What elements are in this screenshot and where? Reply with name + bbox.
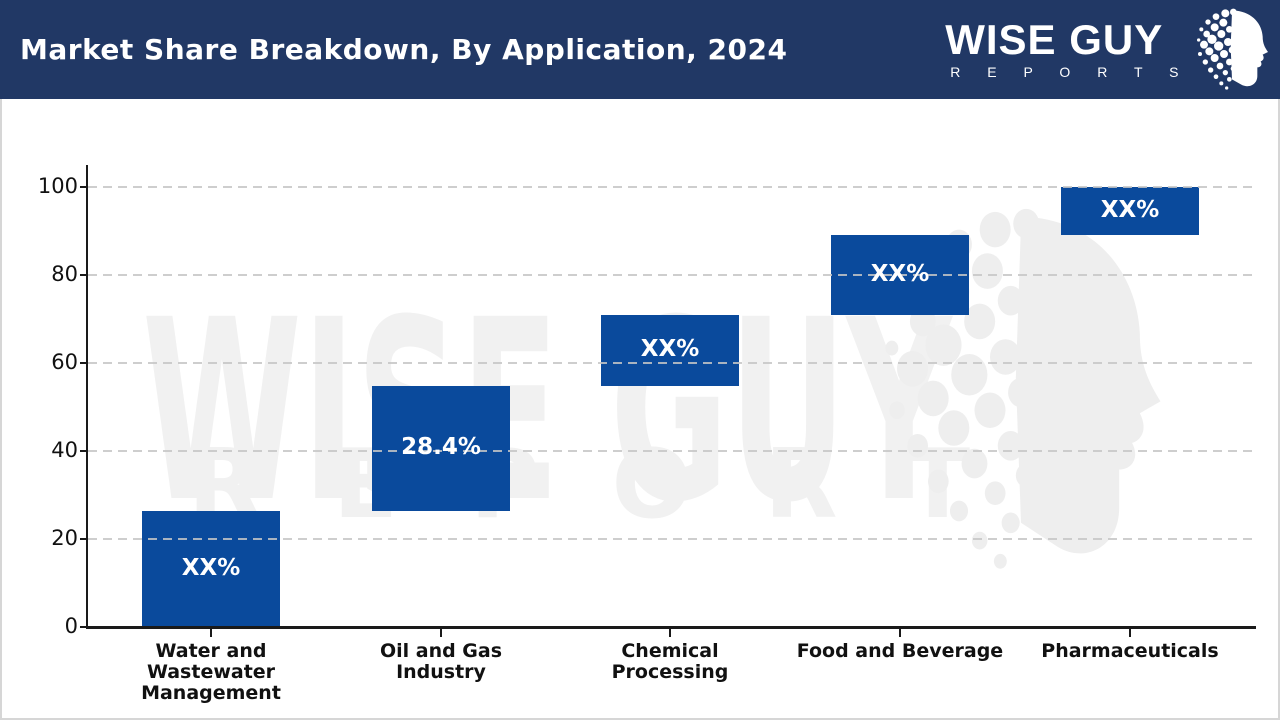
x-axis-spine — [86, 626, 1256, 629]
logo-face-icon — [1197, 8, 1268, 90]
x-tick-mark — [669, 629, 671, 637]
y-tick-label: 100 — [37, 174, 78, 198]
y-tick-label: 20 — [51, 526, 78, 550]
x-category-label-line: Chemical — [621, 640, 719, 662]
bar-label-3: XX% — [640, 336, 700, 363]
x-category-label-line: Processing — [611, 661, 729, 683]
x-category-label-line: Pharmaceuticals — [1041, 640, 1219, 662]
x-tick-mark — [1129, 629, 1131, 637]
logo-wordmark: WISE GUY — [945, 16, 1164, 63]
y-tick-mark — [80, 450, 88, 452]
y-tick-mark — [80, 538, 88, 540]
y-tick-mark — [80, 362, 88, 364]
bar-label-1: XX% — [181, 554, 241, 581]
bar-1 — [142, 510, 280, 627]
logo-reports: R E P O R T S — [950, 64, 1190, 80]
x-category-label-line: Wastewater — [146, 661, 276, 683]
bar-label-4: XX% — [870, 260, 930, 287]
y-tick-label: 80 — [51, 262, 78, 286]
x-category-label-4: Food and Beverage — [790, 641, 1010, 662]
x-category-label-1: Water and Wastewater Management — [101, 641, 321, 704]
bar-label-5: XX% — [1100, 196, 1160, 223]
x-tick-mark — [210, 629, 212, 637]
bar-3 — [601, 314, 739, 386]
x-category-label-3: Chemical Processing — [560, 641, 780, 683]
x-category-label-line: Oil and Gas — [379, 640, 503, 662]
bar-2 — [372, 385, 510, 511]
header: Market Share Breakdown, By Application, … — [0, 0, 1280, 99]
y-axis-spine — [86, 165, 88, 629]
x-category-label-line: Food and Beverage — [796, 640, 1004, 662]
x-category-label-line: Management — [141, 682, 281, 704]
x-category-label-line: Industry — [396, 661, 486, 683]
y-tick-label: 60 — [51, 350, 78, 374]
watermark-text: WISE GUY — [142, 266, 952, 557]
logo: WISE GUY R E P O R T S — [945, 6, 1280, 94]
logo-text: WISE GUY R E P O R T S — [945, 16, 1190, 81]
y-tick-mark — [80, 626, 88, 628]
x-tick-mark — [899, 629, 901, 637]
bar-5 — [1061, 187, 1199, 235]
x-tick-mark — [440, 629, 442, 637]
y-tick-mark — [80, 274, 88, 276]
x-category-label-2: Oil and Gas Industry — [331, 641, 551, 683]
y-tick-label: 40 — [51, 438, 78, 462]
x-category-label-line: Water and — [155, 640, 267, 662]
bar-label-2: 28.4% — [401, 434, 481, 461]
page-title: Market Share Breakdown, By Application, … — [20, 33, 788, 66]
x-category-label-5: Pharmaceuticals — [1020, 641, 1240, 662]
y-tick-label: 0 — [64, 614, 78, 638]
y-tick-mark — [80, 186, 88, 188]
